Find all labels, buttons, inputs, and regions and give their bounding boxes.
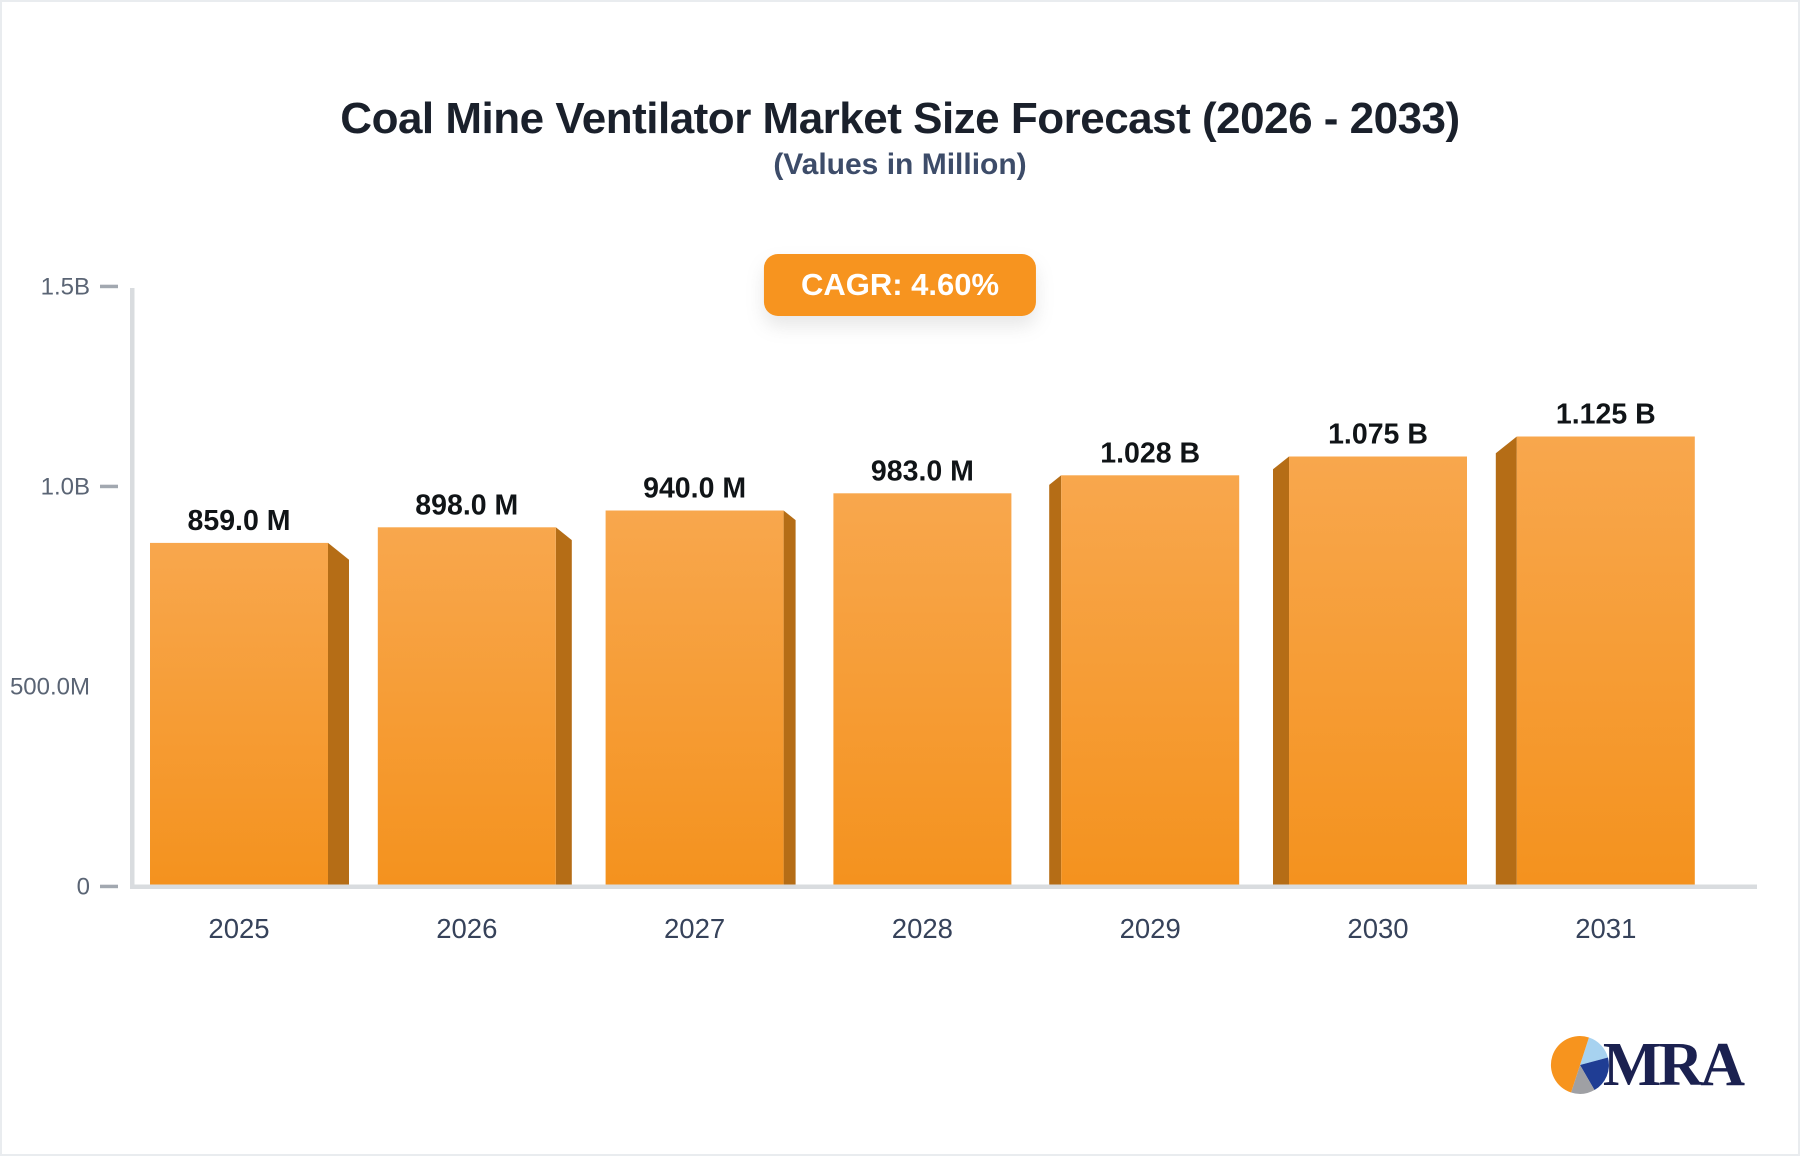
chart-title: Coal Mine Ventilator Market Size Forecas… bbox=[340, 94, 1460, 143]
bar-2031[interactable] bbox=[1516, 436, 1695, 887]
pie-chart-icon bbox=[1550, 1036, 1609, 1094]
bar-value-label: 859.0 M bbox=[188, 505, 291, 537]
x-axis-line bbox=[130, 884, 1757, 889]
pie-slice-lightblue-icon bbox=[1579, 1037, 1608, 1065]
chart-subtitle: (Values in Million) bbox=[773, 148, 1027, 181]
bar-side-2026[interactable] bbox=[555, 527, 572, 887]
y-axis-line bbox=[130, 288, 135, 889]
bar-2027[interactable] bbox=[605, 510, 784, 887]
bar-2025[interactable] bbox=[150, 542, 328, 887]
pie-slice-gray-icon bbox=[1570, 1065, 1595, 1094]
bar-value-label: 1.125 B bbox=[1556, 399, 1656, 431]
x-tick-label: 2025 bbox=[208, 913, 269, 944]
bar-2030[interactable] bbox=[1289, 456, 1467, 887]
bar-2026[interactable] bbox=[377, 527, 556, 887]
x-tick-label: 2027 bbox=[664, 913, 725, 944]
y-tick-label: 1.5B bbox=[41, 274, 90, 301]
bar-value-label: 1.028 B bbox=[1100, 437, 1200, 469]
brand-logo: MRA bbox=[1549, 1031, 1745, 1099]
cagr-badge: CAGR: 4.60% bbox=[763, 254, 1037, 316]
y-tick-label: 0 bbox=[77, 874, 90, 901]
bar-2028[interactable] bbox=[833, 493, 1012, 887]
x-tick-label: 2028 bbox=[892, 913, 953, 944]
brand-name: MRA bbox=[1602, 1031, 1745, 1099]
bar-value-label: 940.0 M bbox=[643, 473, 746, 505]
x-tick-label: 2026 bbox=[436, 913, 497, 944]
y-tick-dash bbox=[100, 884, 118, 889]
y-tick-dash bbox=[100, 284, 118, 289]
bar-side-2027[interactable] bbox=[783, 510, 796, 887]
pie-slice-navy-icon bbox=[1579, 1057, 1609, 1091]
x-tick-label: 2029 bbox=[1120, 913, 1181, 944]
bar-side-2031[interactable] bbox=[1495, 436, 1517, 887]
y-tick-label: 500.0M bbox=[10, 674, 90, 701]
bar-2029[interactable] bbox=[1061, 475, 1240, 887]
y-tick-dash bbox=[100, 484, 118, 489]
x-tick-label: 2031 bbox=[1575, 913, 1636, 944]
bar-value-label: 898.0 M bbox=[415, 489, 518, 521]
bar-side-2025[interactable] bbox=[328, 542, 349, 887]
y-tick-label: 1.0B bbox=[41, 474, 90, 501]
bar-side-2030[interactable] bbox=[1273, 456, 1289, 887]
pie-slice-orange-icon bbox=[1550, 1036, 1589, 1093]
bar-value-label: 983.0 M bbox=[871, 455, 974, 487]
bar-value-label: 1.075 B bbox=[1328, 419, 1428, 451]
x-tick-label: 2030 bbox=[1347, 913, 1408, 944]
bar-side-2029[interactable] bbox=[1049, 475, 1062, 887]
